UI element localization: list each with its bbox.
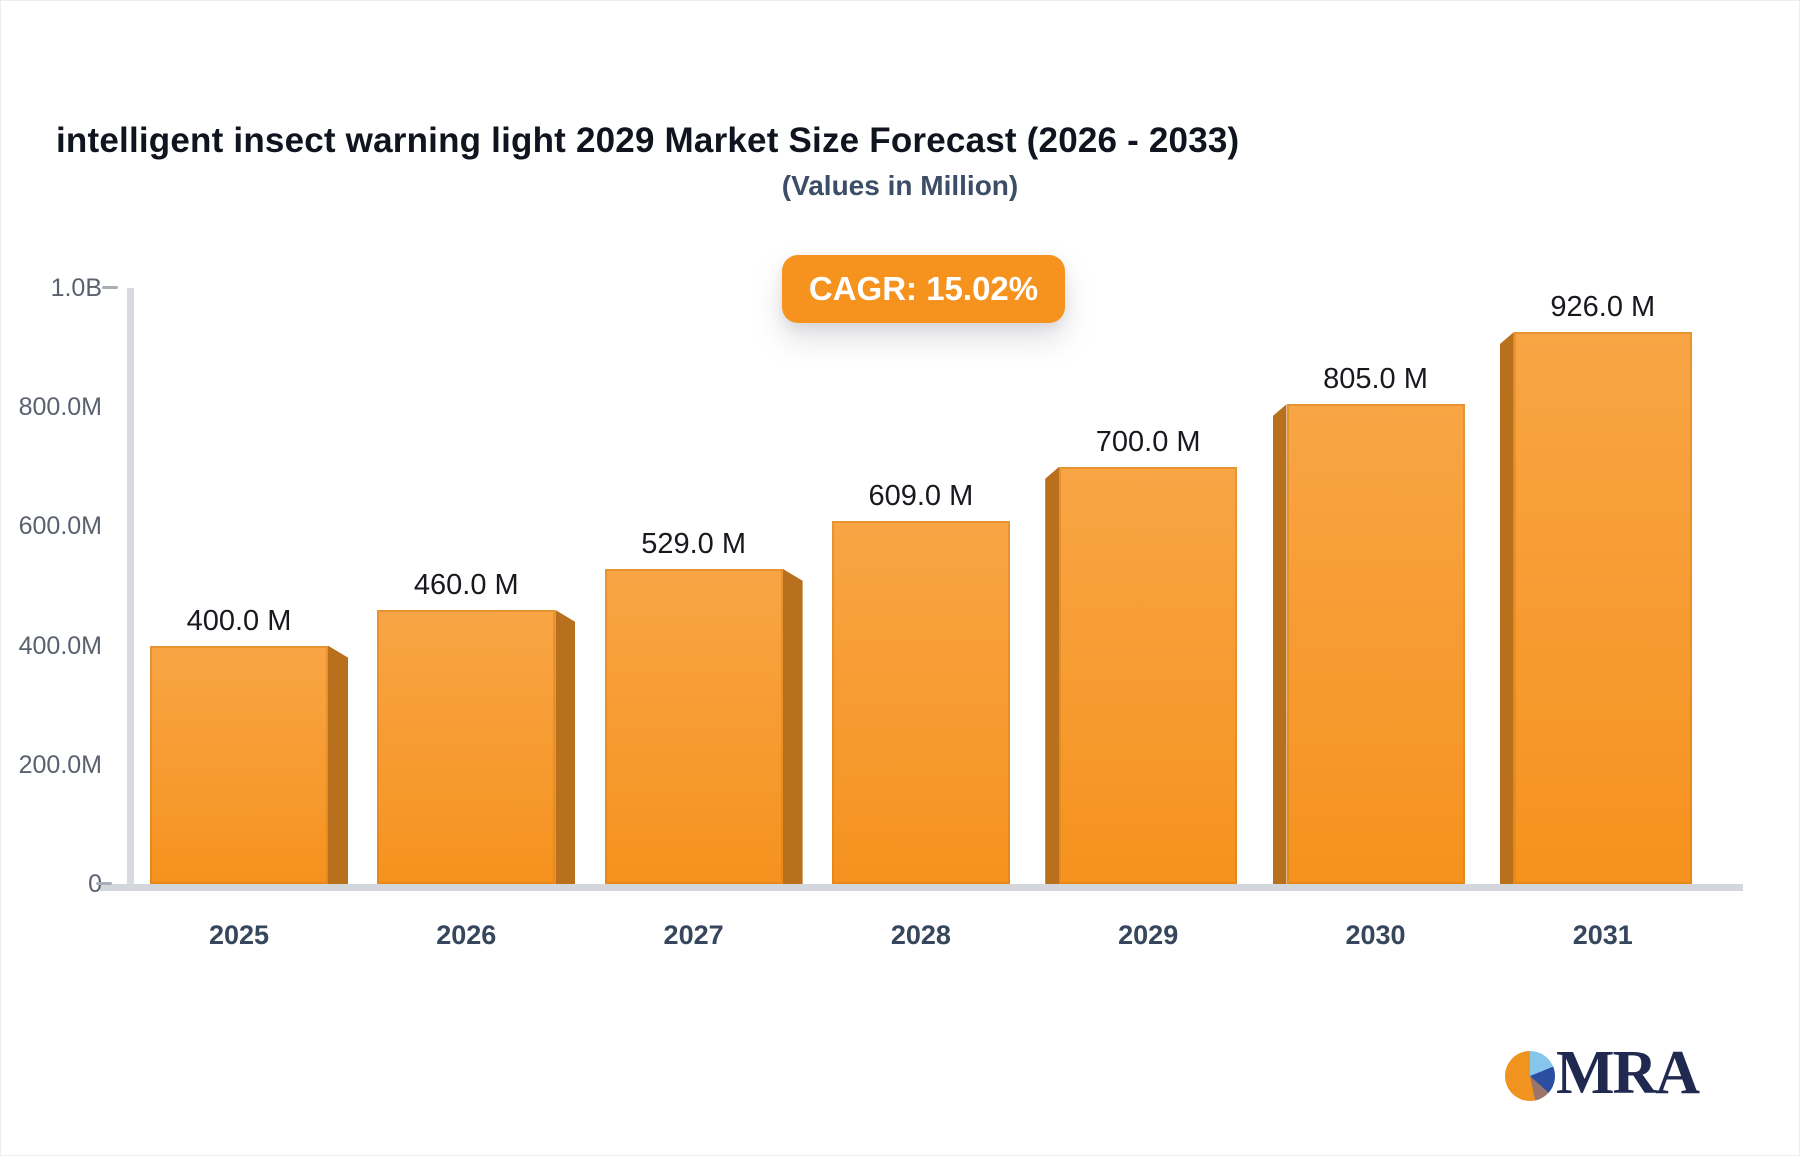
y-axis-label: 1.0B (50, 274, 102, 302)
bar-2028[interactable] (831, 521, 1010, 884)
x-axis-label: 2029 (1118, 920, 1179, 950)
bar-side-2029 (1045, 466, 1060, 884)
bar-2029[interactable] (1059, 466, 1238, 884)
chart-title: intelligent insect warning light 2029 Ma… (56, 121, 1240, 161)
bar-value-label: 529.0 M (641, 527, 746, 560)
x-axis-label: 2026 (436, 920, 497, 950)
bar-value-label: 926.0 M (1550, 291, 1656, 324)
bar-2025[interactable] (150, 645, 328, 884)
bar-value-label: 400.0 M (186, 604, 292, 637)
mra-logo: MRA (1505, 1038, 1700, 1108)
bar-2031[interactable] (1513, 332, 1692, 884)
bar-side-2030 (1272, 404, 1287, 884)
bar-side-2027 (782, 568, 803, 884)
logo-text: MRA (1556, 1039, 1700, 1107)
bar-side-2025 (328, 645, 348, 884)
y-axis-label: 400.0M (18, 631, 102, 660)
bar-value-label: 609.0 M (868, 480, 974, 513)
y-axis-tick (96, 882, 112, 885)
bar-side-2031 (1499, 332, 1514, 884)
y-axis-label: 800.0M (18, 393, 102, 422)
bar-2026[interactable] (377, 609, 556, 884)
x-axis-label: 2031 (1572, 920, 1633, 950)
bar-side-2026 (555, 609, 576, 884)
y-axis-label: 0 (88, 870, 102, 898)
x-axis-label: 2028 (890, 920, 951, 950)
y-axis-line (127, 288, 134, 884)
cagr-badge: CAGR: 15.02% (782, 255, 1065, 323)
bar-2030[interactable] (1286, 404, 1465, 884)
bar-value-label: 805.0 M (1323, 363, 1428, 396)
x-axis-label: 2025 (208, 920, 270, 950)
x-axis-label: 2027 (663, 920, 724, 950)
pie-chart-logo-icon (1505, 1051, 1555, 1101)
bar-2027[interactable] (604, 568, 783, 884)
y-axis-label: 600.0M (18, 512, 102, 541)
y-axis-tick (102, 286, 118, 289)
bar-value-label: 700.0 M (1095, 425, 1201, 458)
x-axis-line (100, 884, 1743, 891)
x-axis-label: 2030 (1345, 920, 1406, 950)
chart-subtitle: (Values in Million) (781, 170, 1019, 201)
y-axis-label: 200.0M (18, 750, 102, 779)
bar-value-label: 460.0 M (413, 568, 519, 601)
